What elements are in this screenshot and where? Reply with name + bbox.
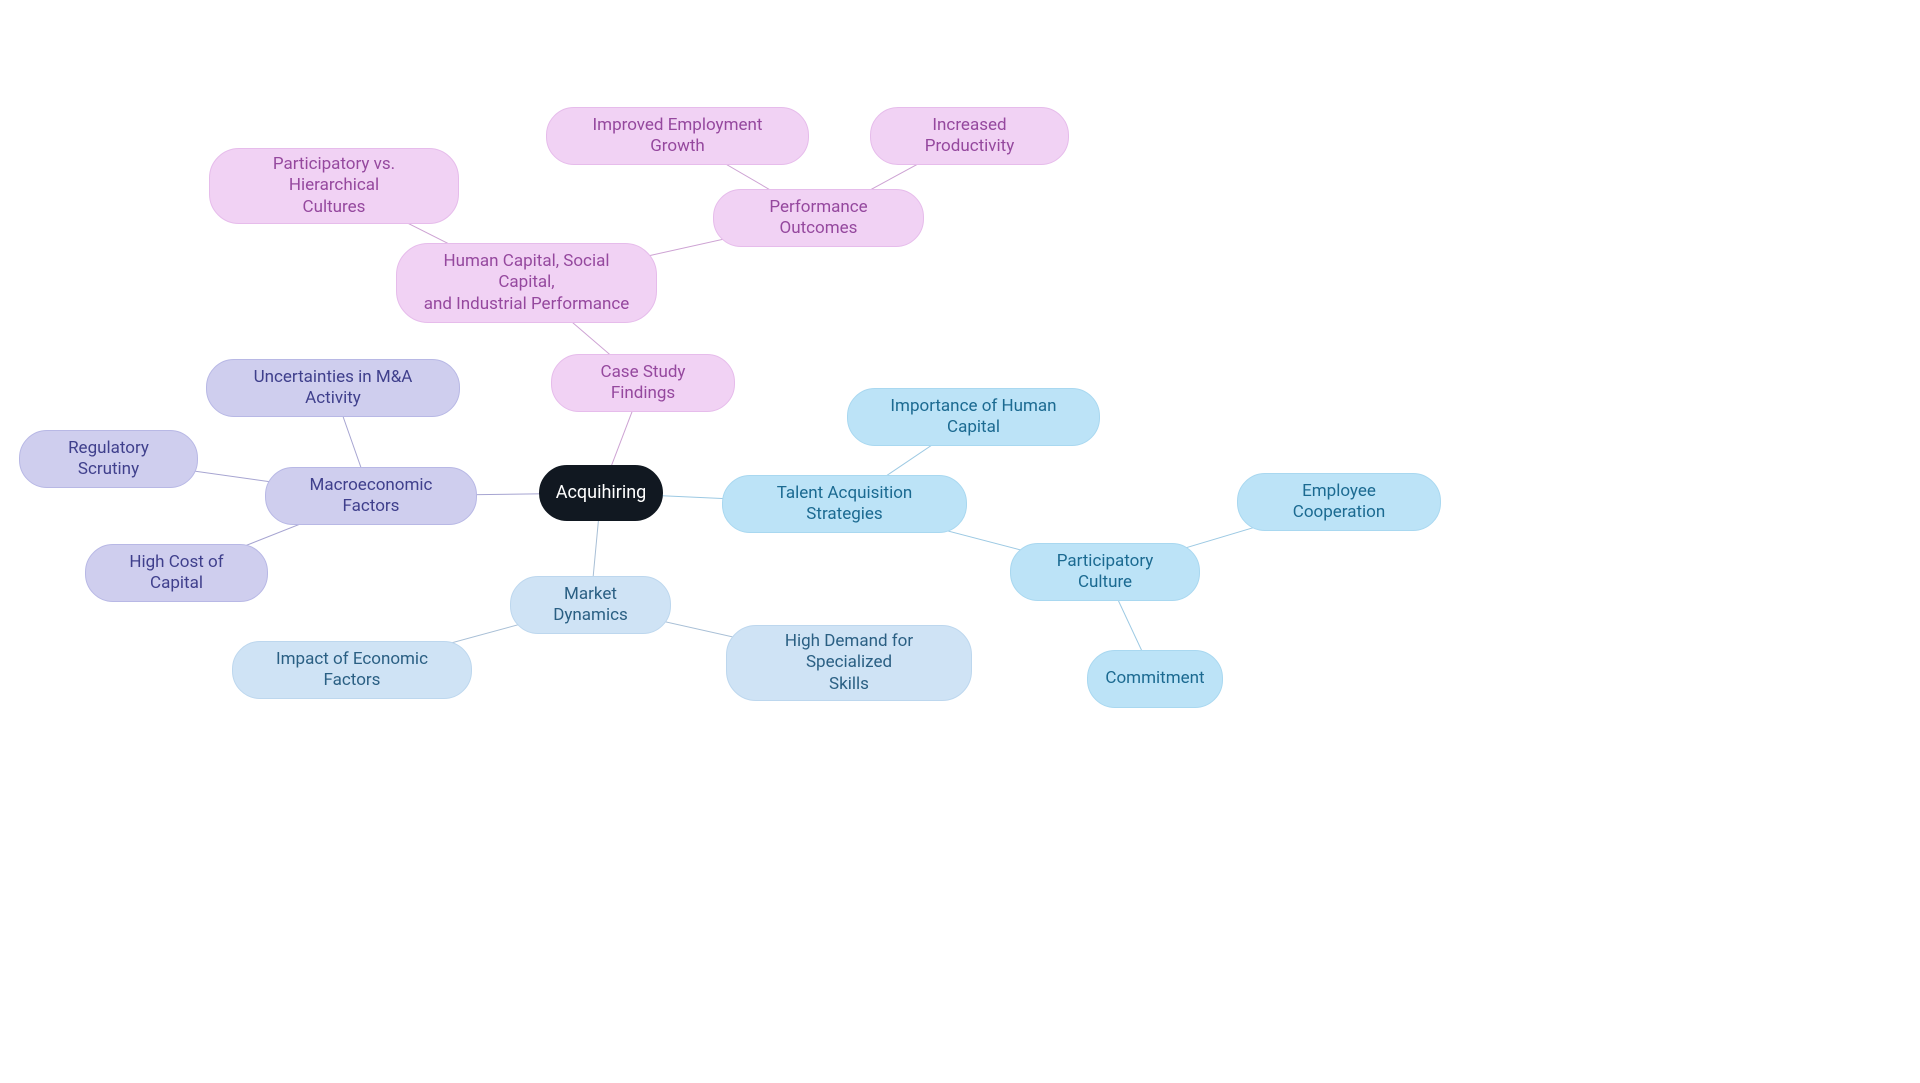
node-label: Employee Cooperation (1256, 481, 1422, 524)
node-market-dynamics[interactable]: Market Dynamics (510, 576, 671, 634)
node-employee-cooperation[interactable]: Employee Cooperation (1237, 473, 1441, 531)
node-label: Case Study Findings (570, 362, 716, 405)
node-regulatory-scrutiny[interactable]: Regulatory Scrutiny (19, 430, 198, 488)
node-label: Macroeconomic Factors (284, 475, 458, 518)
node-label: Participatory vs. Hierarchical Cultures (228, 154, 440, 218)
node-increased-productivity[interactable]: Increased Productivity (870, 107, 1069, 165)
node-performance-outcomes[interactable]: Performance Outcomes (713, 189, 924, 247)
node-participatory-vs-hierarchical-cultures[interactable]: Participatory vs. Hierarchical Cultures (209, 148, 459, 224)
node-label: Regulatory Scrutiny (38, 438, 179, 481)
node-label: Increased Productivity (889, 115, 1050, 158)
node-importance-of-human-capital[interactable]: Importance of Human Capital (847, 388, 1100, 446)
node-improved-employment-growth[interactable]: Improved Employment Growth (546, 107, 809, 165)
node-label: Participatory Culture (1029, 551, 1181, 594)
node-label: High Cost of Capital (104, 552, 249, 595)
node-impact-of-economic-factors[interactable]: Impact of Economic Factors (232, 641, 472, 699)
node-participatory-culture[interactable]: Participatory Culture (1010, 543, 1200, 601)
node-label: Improved Employment Growth (565, 115, 790, 158)
node-label: Human Capital, Social Capital, and Indus… (415, 251, 638, 315)
node-high-cost-of-capital[interactable]: High Cost of Capital (85, 544, 268, 602)
node-human-capital-social-capital-industrial-performance[interactable]: Human Capital, Social Capital, and Indus… (396, 243, 657, 323)
node-label: Uncertainties in M&A Activity (225, 367, 441, 410)
node-label: Talent Acquisition Strategies (741, 483, 948, 526)
mindmap-canvas: Acquihiring Talent Acquisition Strategie… (0, 0, 1920, 1083)
node-high-demand-for-specialized-skills[interactable]: High Demand for Specialized Skills (726, 625, 972, 701)
node-label: Performance Outcomes (732, 197, 905, 240)
node-label: Commitment (1105, 668, 1204, 689)
node-commitment[interactable]: Commitment (1087, 650, 1223, 708)
node-root[interactable]: Acquihiring (539, 465, 663, 521)
node-uncertainties-in-ma-activity[interactable]: Uncertainties in M&A Activity (206, 359, 460, 417)
node-label: Impact of Economic Factors (251, 649, 453, 692)
node-label: Importance of Human Capital (866, 396, 1081, 439)
node-label: Market Dynamics (529, 584, 652, 627)
node-case-study-findings[interactable]: Case Study Findings (551, 354, 735, 412)
node-label: High Demand for Specialized Skills (745, 631, 953, 695)
node-label: Acquihiring (556, 482, 647, 505)
node-macroeconomic-factors[interactable]: Macroeconomic Factors (265, 467, 477, 525)
node-talent-acquisition-strategies[interactable]: Talent Acquisition Strategies (722, 475, 967, 533)
